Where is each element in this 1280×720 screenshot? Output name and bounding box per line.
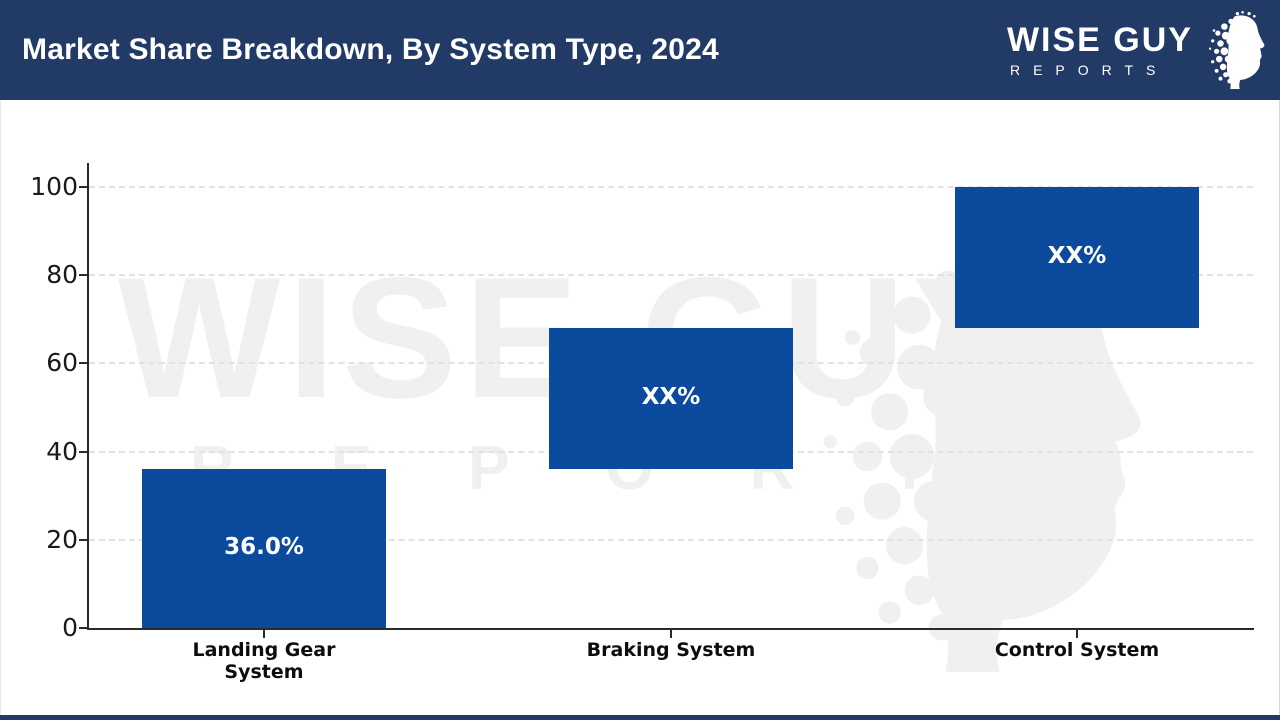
gridline (89, 538, 1253, 541)
x-category-label: Landing Gear System (192, 639, 336, 683)
footer-strip (0, 715, 1280, 720)
gridline (89, 186, 1253, 188)
bar (549, 328, 793, 470)
bar-value-label: 36.0% (224, 533, 304, 560)
y-axis-spine (87, 163, 89, 630)
y-tick-mark (79, 274, 87, 277)
x-tick-mark (263, 630, 265, 638)
y-tick-mark (79, 538, 87, 541)
y-tick-mark (79, 186, 87, 188)
y-tick-mark (79, 627, 87, 629)
brand-wordmark: WISE GUY REPORTS (1007, 23, 1193, 78)
x-axis-spine (87, 628, 1254, 630)
y-tick-mark (79, 450, 87, 453)
bar-value-label: XX% (1047, 242, 1107, 269)
y-tick-label: 40 (46, 436, 78, 466)
y-tick-label: 100 (30, 172, 78, 201)
x-tick-mark (670, 630, 672, 638)
page-title: Market Share Breakdown, By System Type, … (22, 33, 719, 66)
y-tick-label: 20 (46, 524, 78, 554)
y-tick-label: 60 (46, 348, 78, 378)
header: Market Share Breakdown, By System Type, … (0, 0, 1280, 100)
x-tick-mark (1076, 630, 1078, 638)
y-tick-label: 0 (62, 613, 78, 642)
bar-value-label: XX% (641, 383, 701, 410)
gridline (89, 274, 1253, 277)
x-category-label: Braking System (586, 639, 756, 661)
brand-subtitle: REPORTS (1009, 61, 1169, 78)
x-category-label: Control System (994, 639, 1160, 661)
bar (142, 469, 386, 628)
bar (955, 187, 1199, 329)
y-tick-label: 80 (46, 260, 78, 290)
brand-logo: WISE GUY REPORTS (1007, 9, 1266, 91)
y-tick-mark (79, 362, 87, 365)
brand-name: WISE GUY (1006, 20, 1193, 59)
